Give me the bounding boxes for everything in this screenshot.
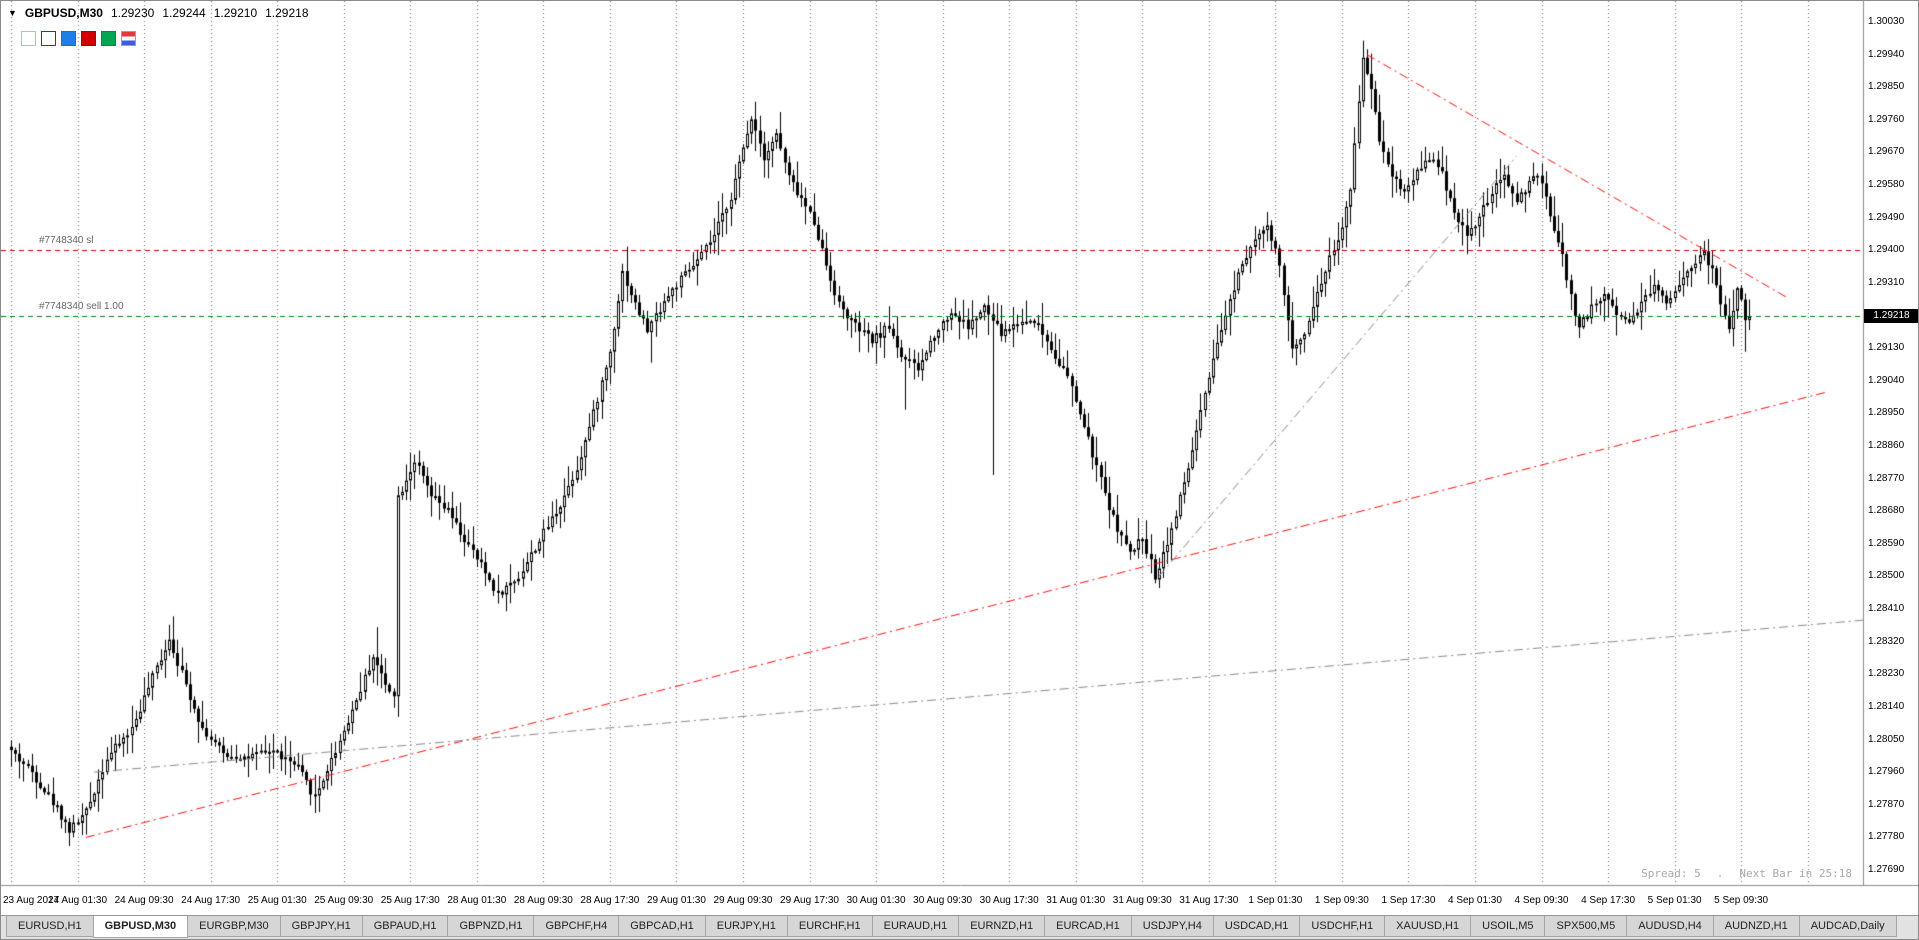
red-outline-swatch[interactable] (41, 31, 56, 46)
price-axis-label: 1.28410 (1868, 603, 1905, 615)
price-axis-label: 1.28860 (1868, 440, 1905, 451)
time-axis-label: 31 Aug 09:30 (1112, 895, 1172, 906)
blue-swatch[interactable] (61, 31, 76, 46)
time-axis-label: 30 Aug 01:30 (846, 895, 906, 906)
price-axis-label: 1.29670 (1868, 146, 1905, 158)
ohlc-low-value: 1.29210 (213, 6, 258, 20)
current-price-tag: 1.29218 (1864, 309, 1918, 324)
time-axis-label: 25 Aug 01:30 (247, 895, 307, 906)
chart-collapse-icon[interactable]: ▼ (8, 8, 17, 18)
time-axis-label: 4 Sep 17:30 (1581, 895, 1636, 906)
time-axis-label: 31 Aug 17:30 (1179, 895, 1239, 906)
time-axis-label: 25 Aug 09:30 (314, 895, 374, 906)
green-swatch[interactable] (101, 31, 116, 46)
price-axis-label: 1.29130 (1868, 342, 1905, 354)
time-axis-label: 24 Aug 17:30 (181, 895, 241, 906)
chart-tab-bar: EURUSD,H1 GBPUSD,M30 EURGBP,M30 GBPJPY,H1 GB… (1, 915, 1918, 939)
price-axis-label: 1.28140 (1868, 700, 1905, 712)
order-stop-loss-label: #7748340 sl (39, 235, 94, 247)
chart-tab-eurcad-h1[interactable]: EURCAD,H1 (1044, 916, 1132, 937)
price-axis-label: 1.27690 (1868, 864, 1905, 875)
chart-tab-eurusd-h1[interactable]: EURUSD,H1 (6, 916, 94, 937)
time-axis-label: 5 Sep 09:30 (1714, 895, 1769, 906)
ohlc-close-value: 1.29218 (265, 6, 309, 20)
price-axis-label: 1.30030 (1868, 16, 1905, 27)
chart-tab-usdchf-h1[interactable]: USDCHF,H1 (1299, 916, 1386, 937)
order-sell-position-label: #7748340 sell 1.00 (39, 301, 124, 313)
ohlc-open-value: 1.29230 (110, 6, 155, 20)
status-separator: . (1716, 867, 1724, 880)
chart-tab-gbpchf-h4[interactable]: GBPCHF,H4 (533, 916, 620, 937)
price-axis-label: 1.28500 (1868, 570, 1905, 582)
time-axis-label: 28 Aug 17:30 (580, 895, 640, 906)
chart-tab-gbpnzd-h1[interactable]: GBPNZD,H1 (447, 916, 535, 937)
price-axis-label: 1.29490 (1868, 211, 1905, 223)
chart-tab-gbpcad-h1[interactable]: GBPCAD,H1 (618, 916, 706, 937)
price-axis-label: 1.27960 (1868, 766, 1905, 778)
chart-tab-audusd-h4[interactable]: AUDUSD,H4 (1626, 916, 1714, 937)
price-axis-label: 1.28590 (1868, 537, 1905, 549)
chart-tab-eurchf-h1[interactable]: EURCHF,H1 (786, 916, 873, 937)
time-axis-label: 30 Aug 17:30 (979, 895, 1039, 906)
chart-tab-eurjpy-h1[interactable]: EURJPY,H1 (704, 916, 788, 937)
price-axis-label: 1.27870 (1868, 798, 1905, 810)
time-axis-label: 1 Sep 17:30 (1381, 895, 1436, 906)
chart-tab-xauusd-h1[interactable]: XAUUSD,H1 (1384, 916, 1472, 937)
chart-tab-audnzd-h1[interactable]: AUDNZD,H1 (1712, 916, 1800, 937)
price-axis-label: 1.28320 (1868, 635, 1905, 647)
time-axis-label: 23 Aug 2017 (3, 895, 60, 906)
time-axis-label: 1 Sep 01:30 (1248, 895, 1303, 906)
time-axis-label: 29 Aug 01:30 (646, 895, 706, 906)
time-axis-label: 29 Aug 17:30 (780, 895, 839, 906)
price-axis-label: 1.27780 (1868, 831, 1905, 843)
chart-tab-gbpjpy-h1[interactable]: GBPJPY,H1 (279, 916, 363, 937)
time-axis-label: 28 Aug 01:30 (447, 895, 507, 906)
price-axis-label: 1.29310 (1868, 276, 1905, 288)
price-axis-label: 1.29580 (1868, 179, 1905, 191)
time-axis-label: 24 Aug 01:30 (48, 895, 108, 906)
chart-tab-audcad-daily[interactable]: AUDCAD,Daily (1798, 916, 1897, 937)
price-chart-canvas[interactable] (1, 1, 1918, 915)
time-axis-label: 30 Aug 09:30 (913, 895, 973, 906)
time-axis-label: 28 Aug 09:30 (513, 895, 573, 906)
chart-tab-euraud-h1[interactable]: EURAUD,H1 (871, 916, 960, 937)
time-axis-label: 24 Aug 09:30 (114, 895, 174, 906)
ohlc-high-value: 1.29244 (162, 6, 206, 20)
price-axis-label: 1.29940 (1868, 48, 1905, 60)
chart-tab-gbpusd-m30[interactable]: GBPUSD,M30 (92, 916, 189, 938)
price-axis-label: 1.28950 (1868, 407, 1905, 419)
chart-tab-spx500-m5[interactable]: SPX500,M5 (1544, 916, 1628, 937)
price-axis-label: 1.29040 (1868, 374, 1905, 386)
price-axis-label: 1.29760 (1868, 113, 1905, 125)
empty-white-swatch[interactable] (21, 31, 36, 46)
price-axis-label: 1.28230 (1868, 668, 1905, 680)
price-axis-label: 1.28680 (1868, 505, 1905, 517)
price-axis-label: 1.29400 (1868, 244, 1905, 256)
chart-tab-usdjpy-h4[interactable]: USDJPY,H4 (1130, 916, 1214, 937)
price-axis-label: 1.28770 (1868, 472, 1905, 484)
time-axis-label: 1 Sep 09:30 (1314, 895, 1369, 906)
time-axis-label: 5 Sep 01:30 (1647, 895, 1702, 906)
chart-symbol-label: GBPUSD,M30 (24, 6, 103, 20)
time-axis-label: 25 Aug 17:30 (380, 895, 440, 906)
price-axis-label: 1.28050 (1868, 733, 1905, 745)
chart-tab-eurnzd-h1[interactable]: EURNZD,H1 (958, 916, 1046, 937)
object-color-toolbar (21, 31, 136, 46)
next-bar-countdown-label: Next Bar in 25:18 (1739, 867, 1852, 880)
chart-title: ▼ GBPUSD,M30 1.29230 1.29244 1.29210 1.2… (8, 6, 309, 20)
spread-label: Spread: 5 (1641, 867, 1701, 880)
time-axis-label: 4 Sep 01:30 (1447, 895, 1502, 906)
chart-tab-usoil-m5[interactable]: USOIL,M5 (1470, 916, 1546, 937)
chart-tab-eurgbp-m30[interactable]: EURGBP,M30 (187, 916, 281, 937)
price-axis-label: 1.29850 (1868, 81, 1905, 93)
time-axis-label: 29 Aug 09:30 (713, 895, 773, 906)
chart-tab-usdcad-h1[interactable]: USDCAD,H1 (1212, 916, 1301, 937)
red-swatch[interactable] (81, 31, 96, 46)
chart-tab-gbpaud-h1[interactable]: GBPAUD,H1 (361, 916, 449, 937)
status-overlay: Spread: 5 . Next Bar in 25:18 (1641, 867, 1852, 880)
time-axis-label: 4 Sep 09:30 (1514, 895, 1569, 906)
time-axis-label: 31 Aug 01:30 (1046, 895, 1106, 906)
flag-swatch[interactable] (121, 31, 136, 46)
